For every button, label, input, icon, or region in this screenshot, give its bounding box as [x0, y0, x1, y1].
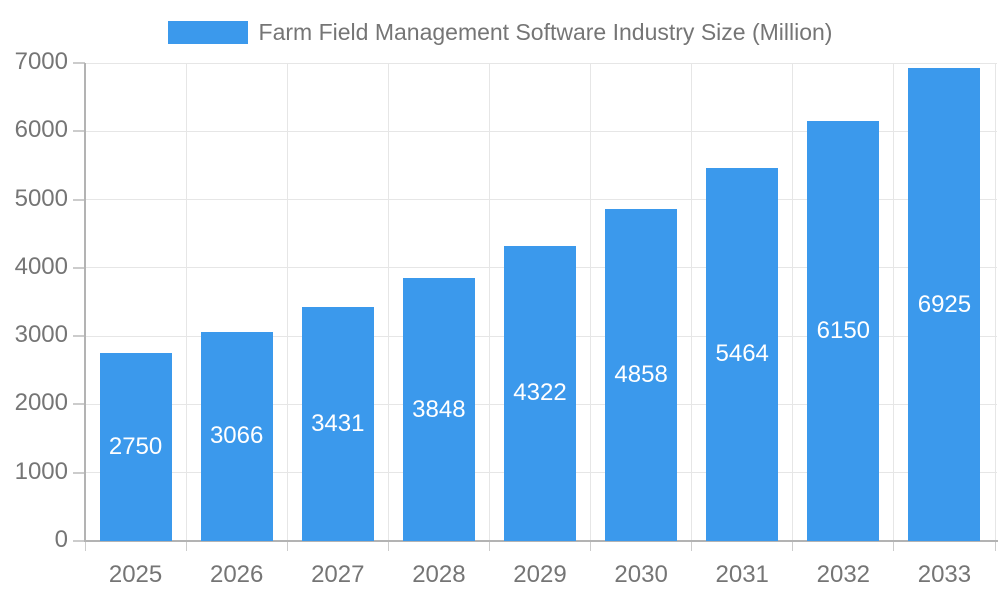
x-axis-tick [691, 542, 693, 551]
y-axis-tick [73, 62, 85, 64]
bar: 6925 [908, 68, 981, 541]
bar-value-label: 3431 [311, 409, 365, 437]
x-axis-tick [792, 542, 794, 551]
chart-legend[interactable]: Farm Field Management Software Industry … [0, 17, 1000, 47]
gridline-vertical [691, 63, 693, 541]
bar-value-label: 3066 [209, 422, 264, 450]
x-axis-label: 2028 [412, 561, 466, 588]
x-axis-label: 2030 [614, 561, 668, 588]
y-axis-label: 3000 [14, 321, 68, 349]
bar: 6150 [807, 121, 880, 541]
x-axis-label: 2031 [715, 561, 769, 588]
x-axis-tick [286, 542, 288, 551]
y-axis-tick [73, 540, 85, 542]
y-axis-tick [73, 403, 85, 406]
gridline-vertical [792, 63, 794, 541]
bar-value-label: 6150 [816, 317, 871, 344]
bar-value-label: 4322 [513, 379, 567, 407]
bar: 5464 [706, 167, 779, 541]
gridline-vertical [590, 63, 592, 541]
y-axis-label: 2000 [14, 389, 68, 417]
x-axis-tick [84, 542, 86, 551]
x-axis-tick [387, 542, 389, 551]
y-axis-label: 1000 [14, 457, 68, 485]
gridline-vertical [286, 63, 288, 541]
x-axis-tick [590, 542, 592, 551]
legend-swatch-icon [167, 20, 248, 44]
x-axis-tick [185, 542, 187, 551]
bar-value-label: 4858 [614, 361, 668, 389]
legend-label: Farm Field Management Software Industry … [258, 18, 833, 45]
x-axis-tick [893, 542, 895, 551]
y-axis-label: 6000 [14, 116, 68, 144]
y-axis-tick [73, 471, 85, 474]
y-axis-label: 7000 [14, 47, 68, 75]
x-axis-label: 2026 [209, 561, 264, 588]
y-axis-tick [73, 130, 85, 133]
gridline-horizontal [85, 130, 997, 132]
bar-value-label: 3848 [412, 395, 466, 423]
y-axis-tick [73, 198, 85, 201]
bar: 4322 [504, 245, 576, 541]
bar-value-label: 6925 [917, 290, 972, 318]
x-axis-tick [994, 542, 996, 551]
gridline-horizontal [85, 62, 997, 64]
bar-value-label: 2750 [108, 433, 163, 461]
y-axis-tick [73, 335, 85, 338]
y-axis-label: 5000 [14, 184, 68, 212]
bar: 4858 [605, 209, 678, 541]
x-axis-label: 2027 [311, 561, 365, 588]
x-axis-line [84, 540, 998, 542]
bar-value-label: 5464 [715, 340, 769, 368]
gridline-vertical [994, 63, 996, 541]
bar: 3431 [301, 306, 374, 541]
x-axis-label: 2025 [108, 561, 163, 588]
x-axis-label: 2033 [917, 561, 972, 588]
bar: 3848 [402, 278, 475, 541]
gridline-vertical [387, 63, 389, 541]
x-axis-tick [488, 542, 490, 551]
gridline-vertical [488, 63, 490, 541]
y-axis-tick [73, 266, 85, 269]
bar: 3066 [200, 331, 273, 541]
gridline-vertical [185, 63, 187, 541]
y-axis-label: 0 [54, 525, 68, 553]
x-axis-label: 2029 [513, 561, 567, 588]
gridline-vertical [893, 63, 895, 541]
gridline-horizontal [85, 199, 997, 201]
x-axis-label: 2032 [816, 561, 871, 588]
y-axis-line [84, 63, 86, 541]
bar: 2750 [99, 353, 172, 541]
y-axis-label: 4000 [14, 252, 68, 280]
